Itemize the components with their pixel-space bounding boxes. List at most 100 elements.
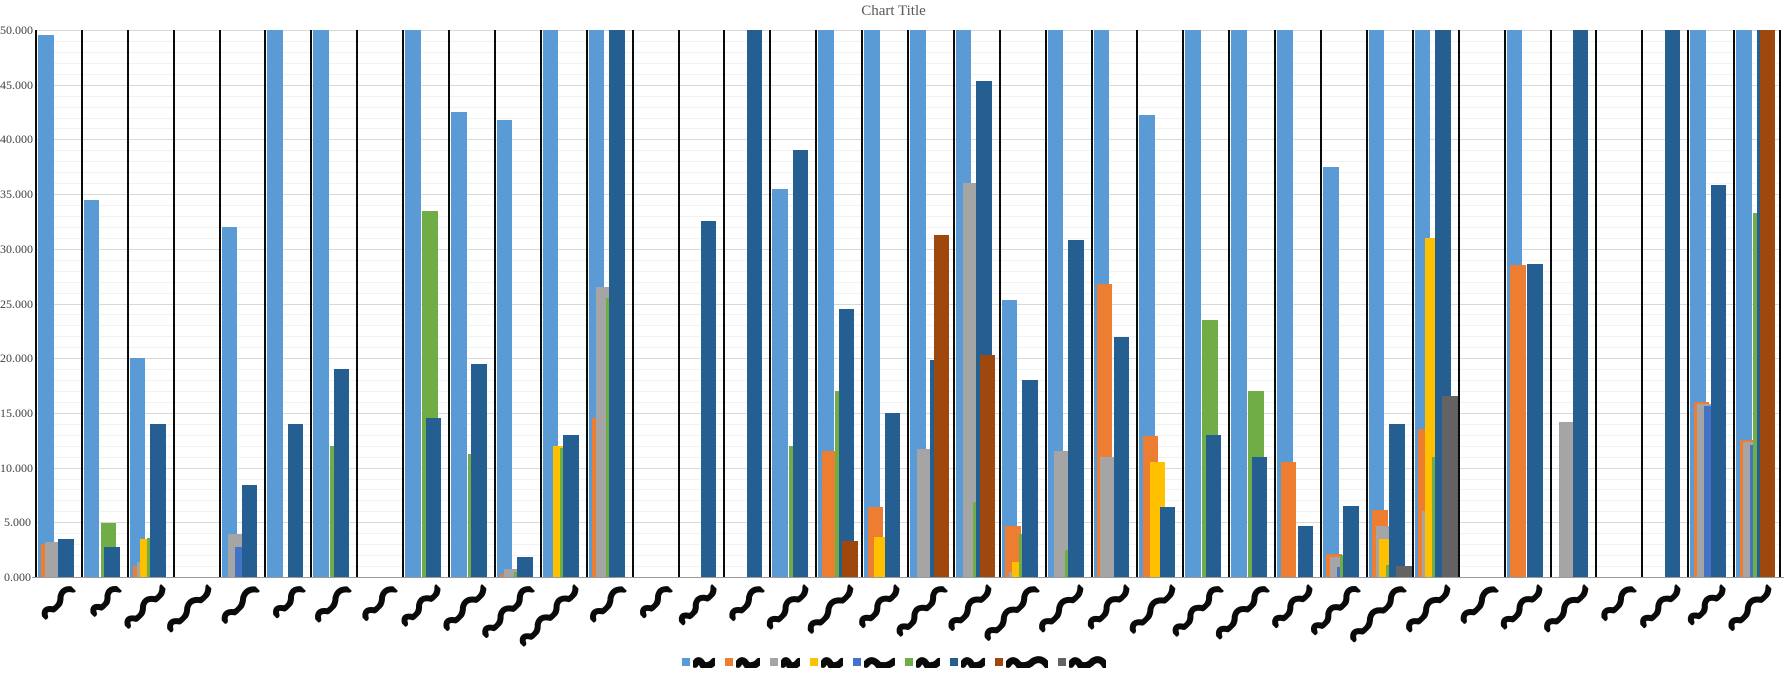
bar-series-1-lightblue-group-17[interactable] <box>772 188 788 577</box>
legend-swatch-series-9-icon <box>1057 658 1066 666</box>
legend[interactable] <box>677 656 1111 668</box>
bar-series-7-darkblue-group-36[interactable] <box>1664 30 1681 577</box>
bar-series-7-darkblue-group-7[interactable] <box>333 369 350 577</box>
bar-series-7-darkblue-group-13[interactable] <box>609 30 625 577</box>
bar-series-1-lightblue-group-27[interactable] <box>1231 30 1247 577</box>
x-axis-label-scribble <box>1684 582 1729 627</box>
bar-series-2-orange-group-33[interactable] <box>1510 265 1526 577</box>
bar-series-3-gray-group-11[interactable] <box>503 569 520 577</box>
bar-series-1-lightblue-group-1[interactable] <box>38 35 54 577</box>
legend-item-series-5[interactable] <box>852 656 895 668</box>
bar-series-2-orange-group-28[interactable] <box>1280 462 1297 577</box>
bar-series-7-darkblue-group-16[interactable] <box>746 30 763 577</box>
bar-series-1-lightblue-group-3[interactable] <box>129 358 146 577</box>
bar-series-3-gray-group-24[interactable] <box>1100 456 1116 577</box>
bar-series-8-brown-group-18[interactable] <box>842 540 858 577</box>
category-separator-line <box>677 30 680 577</box>
y-axis-tick-label: 10.000 <box>0 460 33 475</box>
bar-series-7-darkblue-group-17[interactable] <box>792 150 809 577</box>
bar-series-7-darkblue-group-27[interactable] <box>1251 456 1268 577</box>
bar-series-9-darkgray-group-30[interactable] <box>1396 566 1412 577</box>
bar-series-7-darkblue-group-29[interactable] <box>1343 505 1359 577</box>
legend-swatch-series-2-icon <box>724 658 733 666</box>
bar-series-1-lightblue-group-20[interactable] <box>910 30 926 577</box>
bar-series-3-gray-group-34[interactable] <box>1559 421 1575 577</box>
category-separator-line <box>769 30 772 577</box>
bar-series-8-brown-group-20[interactable] <box>933 234 950 577</box>
x-axis-label-scribble <box>162 582 214 634</box>
bar-series-1-lightblue-group-29[interactable] <box>1323 166 1339 577</box>
bar-series-1-lightblue-group-6[interactable] <box>267 30 283 577</box>
bar-series-7-darkblue-group-23[interactable] <box>1068 240 1084 577</box>
legend-item-series-9[interactable] <box>1057 656 1106 668</box>
x-axis-label-scribble <box>217 582 260 625</box>
legend-item-series-4[interactable] <box>809 656 843 668</box>
bar-series-7-darkblue-group-5[interactable] <box>241 485 258 577</box>
legend-item-series-7[interactable] <box>949 656 985 668</box>
bar-series-1-lightblue-group-11[interactable] <box>496 119 513 577</box>
bar-series-7-darkblue-group-15[interactable] <box>700 221 717 577</box>
bar-series-1-lightblue-group-12[interactable] <box>542 30 559 577</box>
bar-series-7-darkblue-group-19[interactable] <box>884 412 900 577</box>
bar-series-7-darkblue-group-9[interactable] <box>425 418 442 577</box>
legend-item-series-2[interactable] <box>724 656 760 668</box>
legend-item-series-1[interactable] <box>681 656 715 668</box>
category-separator-line <box>907 30 909 577</box>
legend-item-series-3[interactable] <box>769 656 800 668</box>
category-separator-line <box>539 30 542 577</box>
category-separator-line <box>952 30 955 577</box>
bar-series-3-gray-group-20[interactable] <box>916 449 933 577</box>
chart-title[interactable]: Chart Title <box>861 3 926 19</box>
bar-series-7-darkblue-group-24[interactable] <box>1113 337 1130 577</box>
y-axis-tick-label: 0.000 <box>4 570 31 584</box>
bar-series-7-darkblue-group-12[interactable] <box>563 434 579 577</box>
y-axis-tick-label: 25.000 <box>0 296 33 311</box>
bar-series-7-darkblue-group-37[interactable] <box>1710 185 1727 577</box>
bar-series-7-darkblue-group-3[interactable] <box>150 423 166 577</box>
bar-series-1-lightblue-group-23[interactable] <box>1047 30 1064 577</box>
bar-series-1-lightblue-group-2[interactable] <box>83 199 100 577</box>
x-axis-label-scribble <box>1597 582 1637 622</box>
bar-series-1-lightblue-group-9[interactable] <box>405 30 421 577</box>
bar-series-8-brown-group-21[interactable] <box>979 354 996 577</box>
bar-series-7-darkblue-group-11[interactable] <box>517 557 533 577</box>
bar-series-7-darkblue-group-33[interactable] <box>1527 264 1543 577</box>
bar-series-7-darkblue-group-25[interactable] <box>1159 506 1176 577</box>
category-separator-line <box>723 30 726 577</box>
bar-series-7-darkblue-group-28[interactable] <box>1297 525 1314 577</box>
bar-series-7-darkblue-group-1[interactable] <box>58 538 74 577</box>
bar-series-1-lightblue-group-26[interactable] <box>1185 30 1201 577</box>
bar-series-7-darkblue-group-30[interactable] <box>1389 423 1405 577</box>
bar-series-1-lightblue-group-22[interactable] <box>1001 300 1018 577</box>
bar-series-3-gray-group-21[interactable] <box>962 183 979 577</box>
x-axis-label-scribble <box>310 582 352 624</box>
bar-series-3-gray-group-23[interactable] <box>1054 451 1070 577</box>
bar-series-1-lightblue-group-30[interactable] <box>1368 30 1385 577</box>
bar-series-9-darkgray-group-31[interactable] <box>1442 396 1458 577</box>
bar-series-7-darkblue-group-34[interactable] <box>1572 30 1589 577</box>
bar-series-1-lightblue-group-19[interactable] <box>864 30 880 577</box>
bar-series-1-lightblue-group-10[interactable] <box>451 112 467 577</box>
bar-series-7-darkblue-group-18[interactable] <box>838 308 855 577</box>
bar-series-1-lightblue-group-18[interactable] <box>818 30 834 577</box>
bar-series-7-darkblue-group-22[interactable] <box>1022 380 1038 577</box>
bar-series-1-lightblue-group-7[interactable] <box>313 30 329 577</box>
legend-label-scribble <box>960 656 985 668</box>
x-axis-label-scribble <box>478 582 536 639</box>
bar-series-3-gray-group-1[interactable] <box>44 541 61 577</box>
legend-item-series-8[interactable] <box>994 656 1048 668</box>
x-axis-label-scribble <box>762 582 811 631</box>
category-separator-line <box>1411 30 1414 577</box>
legend-item-series-6[interactable] <box>904 656 940 668</box>
bar-series-1-lightblue-group-5[interactable] <box>221 226 238 577</box>
bar-series-7-darkblue-group-2[interactable] <box>104 547 120 577</box>
category-separator-line <box>1595 30 1598 577</box>
bar-series-8-brown-group-38[interactable] <box>1759 30 1776 577</box>
category-separator-line <box>264 30 267 577</box>
bar-series-2-orange-group-18[interactable] <box>821 451 838 577</box>
bar-series-7-darkblue-group-26[interactable] <box>1205 434 1222 577</box>
bar-series-7-darkblue-group-6[interactable] <box>287 423 304 577</box>
bar-series-7-darkblue-group-10[interactable] <box>471 363 487 577</box>
bar-series-1-lightblue-group-28[interactable] <box>1277 30 1293 577</box>
